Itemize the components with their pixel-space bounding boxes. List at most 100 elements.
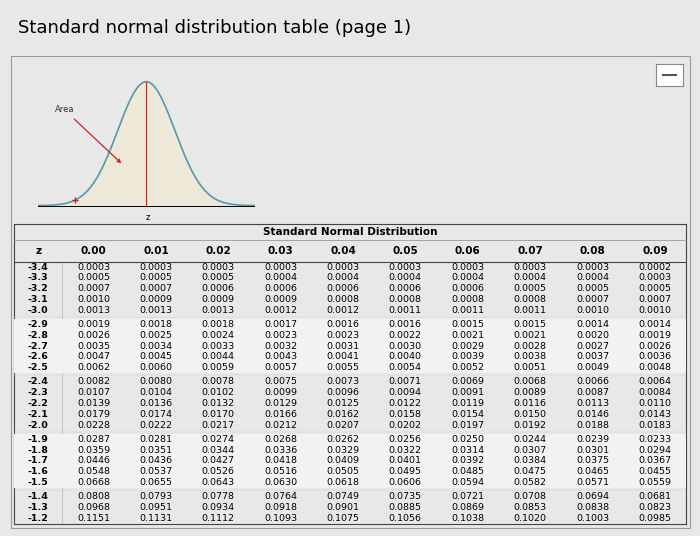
Text: 0.0028: 0.0028 xyxy=(514,341,547,351)
Text: 0.0004: 0.0004 xyxy=(514,273,547,282)
Text: 0.0011: 0.0011 xyxy=(389,306,422,315)
Text: 0.1075: 0.1075 xyxy=(326,514,360,523)
Text: 0.0015: 0.0015 xyxy=(514,320,547,329)
Text: -2.4: -2.4 xyxy=(28,377,48,386)
Text: 0.0262: 0.0262 xyxy=(326,435,360,444)
Text: 0.0018: 0.0018 xyxy=(139,320,172,329)
Text: 0.0630: 0.0630 xyxy=(264,478,298,487)
Text: 0.0068: 0.0068 xyxy=(514,377,547,386)
Text: 0.0008: 0.0008 xyxy=(326,295,360,304)
Text: -2.2: -2.2 xyxy=(28,399,48,408)
Text: 0.0006: 0.0006 xyxy=(264,284,297,293)
Text: 0.0005: 0.0005 xyxy=(638,284,671,293)
Text: 0.0004: 0.0004 xyxy=(576,273,609,282)
Text: 0.0375: 0.0375 xyxy=(576,456,609,465)
Text: 0.1112: 0.1112 xyxy=(202,514,235,523)
Text: 0.0162: 0.0162 xyxy=(326,410,360,419)
Text: 0.0643: 0.0643 xyxy=(202,478,235,487)
Text: 0.0409: 0.0409 xyxy=(326,456,360,465)
Text: -1.2: -1.2 xyxy=(28,514,48,523)
Text: 0.0080: 0.0080 xyxy=(139,377,172,386)
Text: 0.0024: 0.0024 xyxy=(202,331,235,340)
Text: 0.0143: 0.0143 xyxy=(638,410,671,419)
Text: Area: Area xyxy=(55,106,120,162)
Text: 0.0006: 0.0006 xyxy=(326,284,360,293)
Text: -1.4: -1.4 xyxy=(28,492,48,501)
Text: 0.0047: 0.0047 xyxy=(77,352,110,361)
Text: -2.8: -2.8 xyxy=(28,331,49,340)
Text: 0.0051: 0.0051 xyxy=(514,363,547,372)
Text: 0.0006: 0.0006 xyxy=(202,284,235,293)
Text: 0.1056: 0.1056 xyxy=(389,514,422,523)
Text: 0.0005: 0.0005 xyxy=(576,284,609,293)
Text: 0.0010: 0.0010 xyxy=(77,295,110,304)
Text: 0.0968: 0.0968 xyxy=(77,503,110,512)
Text: 0.0005: 0.0005 xyxy=(202,273,235,282)
Text: 0.0004: 0.0004 xyxy=(452,273,484,282)
Text: -2.3: -2.3 xyxy=(28,388,48,397)
Text: 0.0006: 0.0006 xyxy=(389,284,422,293)
Text: 0.0495: 0.0495 xyxy=(389,467,422,476)
Text: 0.0122: 0.0122 xyxy=(389,399,422,408)
Text: -2.6: -2.6 xyxy=(28,352,48,361)
Text: 0.1003: 0.1003 xyxy=(576,514,609,523)
Text: 0.0559: 0.0559 xyxy=(638,478,671,487)
Text: 0.0032: 0.0032 xyxy=(264,341,298,351)
Text: 0.0013: 0.0013 xyxy=(77,306,110,315)
Text: 0.0020: 0.0020 xyxy=(576,331,609,340)
Text: 0.0582: 0.0582 xyxy=(514,478,547,487)
Text: 0.0013: 0.0013 xyxy=(202,306,235,315)
Text: -3.0: -3.0 xyxy=(28,306,48,315)
Text: 0.1151: 0.1151 xyxy=(77,514,110,523)
Text: 0.0132: 0.0132 xyxy=(202,399,235,408)
Text: -2.0: -2.0 xyxy=(28,421,48,429)
Text: 0.0125: 0.0125 xyxy=(326,399,360,408)
Text: -1.6: -1.6 xyxy=(28,467,48,476)
Text: 0.0010: 0.0010 xyxy=(576,306,609,315)
Text: 0.0048: 0.0048 xyxy=(638,363,671,372)
Text: 0.0010: 0.0010 xyxy=(638,306,671,315)
Text: 0.0011: 0.0011 xyxy=(452,306,484,315)
Text: -1.7: -1.7 xyxy=(28,456,48,465)
Text: 0.0475: 0.0475 xyxy=(514,467,547,476)
Text: 0.0014: 0.0014 xyxy=(576,320,609,329)
Text: 0.0427: 0.0427 xyxy=(202,456,235,465)
Text: 0.0853: 0.0853 xyxy=(514,503,547,512)
Text: 0.0548: 0.0548 xyxy=(77,467,110,476)
Text: 0.0250: 0.0250 xyxy=(452,435,484,444)
Text: 0.0537: 0.0537 xyxy=(139,467,172,476)
Text: 0.0618: 0.0618 xyxy=(326,478,360,487)
Text: 0.0004: 0.0004 xyxy=(264,273,297,282)
Text: 0.0026: 0.0026 xyxy=(638,341,671,351)
Text: 0.0002: 0.0002 xyxy=(638,263,671,272)
Text: -1.5: -1.5 xyxy=(28,478,48,487)
Text: 0.0446: 0.0446 xyxy=(77,456,110,465)
Text: 0.0668: 0.0668 xyxy=(77,478,110,487)
Text: 0.0104: 0.0104 xyxy=(139,388,172,397)
Text: 0.0192: 0.0192 xyxy=(514,421,547,429)
Text: 0.0038: 0.0038 xyxy=(514,352,547,361)
Text: 0.0014: 0.0014 xyxy=(638,320,671,329)
Text: 0.0059: 0.0059 xyxy=(202,363,235,372)
Text: 0.0885: 0.0885 xyxy=(389,503,422,512)
Text: 0.0281: 0.0281 xyxy=(139,435,172,444)
Text: 0.0016: 0.0016 xyxy=(389,320,422,329)
Text: 0.0029: 0.0029 xyxy=(452,341,484,351)
Text: -1.3: -1.3 xyxy=(28,503,48,512)
Text: 0.1020: 0.1020 xyxy=(514,514,547,523)
Text: 0.0344: 0.0344 xyxy=(202,445,235,455)
Text: 0.0040: 0.0040 xyxy=(389,352,422,361)
Text: 0.0207: 0.0207 xyxy=(326,421,360,429)
Text: 0.0119: 0.0119 xyxy=(452,399,484,408)
Text: 0.0918: 0.0918 xyxy=(264,503,297,512)
Text: 0.0136: 0.0136 xyxy=(139,399,172,408)
Text: 0.0233: 0.0233 xyxy=(638,435,671,444)
Text: 0.0003: 0.0003 xyxy=(638,273,671,282)
Text: 0.0681: 0.0681 xyxy=(638,492,671,501)
Text: 0.0694: 0.0694 xyxy=(576,492,609,501)
Text: 0.0367: 0.0367 xyxy=(638,456,671,465)
Text: 0.0003: 0.0003 xyxy=(202,263,235,272)
Text: 0.0985: 0.0985 xyxy=(638,514,671,523)
Text: 0.0021: 0.0021 xyxy=(514,331,547,340)
Text: 0.0034: 0.0034 xyxy=(139,341,172,351)
